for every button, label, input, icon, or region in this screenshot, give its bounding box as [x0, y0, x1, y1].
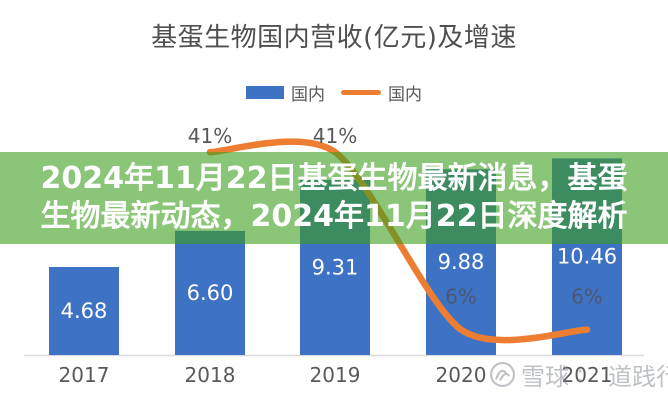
legend-bar-swatch: [246, 86, 284, 99]
bar-value-label-2018: 6.60: [187, 281, 234, 305]
legend-line-swatch: [341, 90, 381, 95]
bar-2017: [49, 267, 119, 355]
growth-label-2020: 6%: [445, 285, 477, 309]
legend-bar-label: 国内: [291, 85, 325, 105]
growth-label-2019: 41%: [313, 124, 357, 148]
growth-label-2018: 41%: [188, 124, 232, 148]
legend-item-line-series: 国内: [341, 80, 422, 105]
xueqiu-watermark: 雪球: 道践行: [489, 358, 668, 391]
x-axis-label-2018: 2018: [185, 363, 236, 387]
bar-value-label-2017: 4.68: [61, 299, 108, 323]
bar-value-label-2020: 9.88: [438, 250, 485, 274]
bar-value-label-2021: 10.46: [557, 245, 617, 269]
growth-label-2021: 6%: [571, 285, 603, 309]
watermark-brand: 雪球: [521, 362, 569, 391]
news-banner-overlay: 2024年11月22日基蛋生物最新消息，基蛋 生物最新动态，2024年11月22…: [0, 152, 668, 244]
x-axis-label-2021: 2021: [562, 363, 613, 387]
legend-item-bar-series: 国内: [246, 80, 325, 105]
snowball-logo-icon: [490, 361, 515, 387]
banner-headline-line-2: 生物最新动态，2024年11月22日深度解析: [40, 199, 628, 234]
chart-legend: 国内 国内: [0, 80, 668, 105]
banner-headline-line-1: 2024年11月22日基蛋生物最新消息，基蛋: [40, 161, 628, 196]
watermark-handle: 道践行: [608, 362, 668, 391]
x-axis-label-2017: 2017: [59, 363, 110, 387]
legend-line-label: 国内: [388, 85, 422, 105]
watermark-separator: :: [576, 360, 585, 388]
x-axis-label-2019: 2019: [310, 363, 361, 387]
bar-value-label-2019: 9.31: [312, 255, 359, 279]
x-axis-label-2020: 2020: [436, 363, 487, 387]
chart-title: 基蛋生物国内营收(亿元)及增速: [151, 23, 517, 53]
bar-2018: [175, 230, 245, 355]
